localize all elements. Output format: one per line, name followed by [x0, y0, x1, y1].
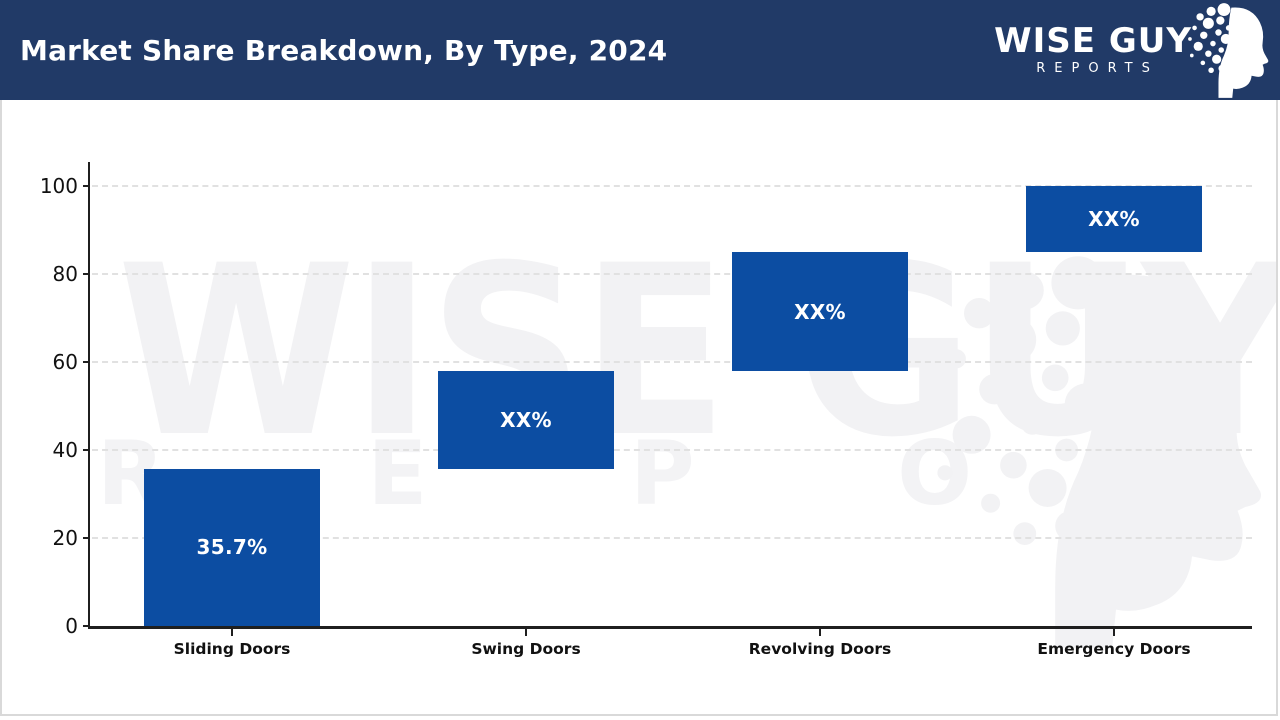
chart-card: WISE GUY R E P O R T S 02040608010035.7%…	[0, 100, 1278, 716]
waterfall-plot: 0 20 40 60 80 100 35.7% Sliding Doors XX% Swing D…	[2, 100, 1276, 714]
bar-value-label: XX%	[1088, 207, 1140, 232]
logo-wordmark: WISE GUY	[994, 21, 1192, 61]
gridline-40	[92, 449, 1252, 451]
bar-value-label: 35.7%	[196, 535, 268, 560]
bar-value-label: XX%	[500, 407, 552, 432]
y-tick-40	[83, 449, 90, 451]
x-category-label: Swing Doors	[471, 640, 581, 658]
x-tick-2	[819, 629, 821, 636]
y-axis-line	[88, 162, 90, 628]
y-tick-label-80: 80	[52, 262, 78, 286]
bar-emergency-doors: XX%	[1026, 186, 1202, 253]
wise-guy-logo: WISE GUY REPORTS	[994, 0, 1270, 100]
y-tick-60	[83, 361, 90, 363]
x-category-label: Emergency Doors	[1037, 640, 1191, 658]
gridline-100	[92, 185, 1252, 187]
x-category-label: Sliding Doors	[173, 640, 291, 658]
y-tick-label-60: 60	[52, 350, 78, 374]
y-tick-20	[83, 537, 90, 539]
y-tick-label-0: 0	[65, 614, 78, 638]
y-tick-0	[83, 625, 90, 627]
logo-subtitle: REPORTS	[1036, 61, 1159, 76]
y-tick-label-100: 100	[39, 174, 78, 198]
x-tick-0	[231, 629, 233, 636]
bar-swing-doors: XX%	[438, 370, 614, 469]
y-tick-label-20: 20	[52, 526, 78, 550]
x-tick-3	[1113, 629, 1115, 636]
gridline-20	[92, 537, 1252, 539]
x-tick-1	[525, 629, 527, 636]
gridline-60	[92, 361, 1252, 363]
x-axis-line	[88, 626, 1252, 629]
report-header: Market Share Breakdown, By Type, 2024 WI…	[0, 0, 1280, 100]
x-category-label: Revolving Doors	[748, 640, 892, 658]
y-tick-80	[83, 273, 90, 275]
y-tick-100	[83, 185, 90, 187]
bar-sliding-doors: 35.7%	[144, 468, 320, 626]
page-title: Market Share Breakdown, By Type, 2024	[20, 33, 668, 67]
bar-revolving-doors: XX%	[732, 252, 908, 371]
gridline-80	[92, 273, 1252, 275]
y-tick-label-40: 40	[52, 438, 78, 462]
logo-text: WISE GUY REPORTS	[994, 24, 1192, 76]
bar-value-label: XX%	[794, 299, 846, 324]
logo-head-icon	[1188, 3, 1269, 98]
